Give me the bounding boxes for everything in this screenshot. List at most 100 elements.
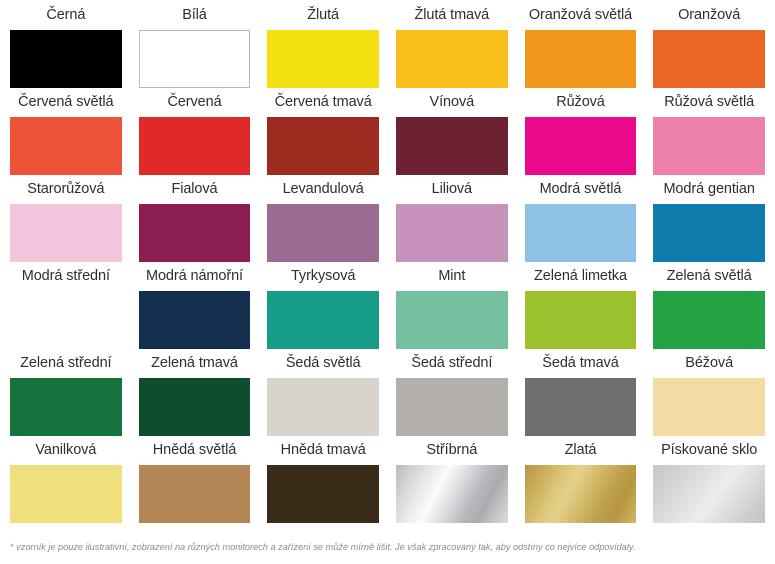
swatch-color-chip[interactable]	[267, 291, 379, 349]
swatch-cell[interactable]: Stříbrná	[395, 441, 508, 528]
swatch-label: Starorůžová	[27, 181, 105, 197]
swatch-cell[interactable]: Tyrkysová	[267, 267, 379, 354]
swatch-label: Šedá střední	[411, 355, 493, 371]
swatch-color-chip[interactable]	[10, 117, 122, 175]
swatch-color-chip[interactable]	[138, 30, 251, 88]
swatch-label: Zlatá	[564, 442, 597, 458]
swatch-cell[interactable]: Vínová	[395, 93, 508, 180]
swatch-color-chip[interactable]	[524, 378, 637, 436]
swatch-label: Červená světlá	[18, 94, 114, 110]
swatch-label: Zelená tmavá	[151, 355, 238, 371]
swatch-color-chip[interactable]	[267, 204, 379, 262]
swatch-cell[interactable]: Mint	[395, 267, 508, 354]
swatch-cell[interactable]: Růžová	[524, 93, 637, 180]
swatch-cell[interactable]: Červená tmavá	[267, 93, 379, 180]
swatch-color-chip[interactable]	[524, 117, 637, 175]
swatch-label: Zelená světlá	[666, 268, 752, 284]
swatch-cell[interactable]: Oranžová	[653, 6, 765, 93]
swatch-cell[interactable]: Červená	[138, 93, 251, 180]
swatch-label: Šedá světlá	[285, 355, 361, 371]
swatch-color-chip[interactable]	[10, 204, 122, 262]
swatch-label: Růžová světlá	[664, 94, 755, 110]
swatch-color-chip[interactable]	[524, 291, 637, 349]
swatch-label: Modrá námořní	[145, 268, 243, 284]
swatch-color-chip[interactable]	[395, 378, 508, 436]
swatch-color-chip[interactable]	[653, 291, 765, 349]
swatch-label: Tyrkysová	[290, 268, 356, 284]
swatch-color-chip[interactable]	[138, 204, 251, 262]
swatch-cell[interactable]: Oranžová světlá	[524, 6, 637, 93]
swatch-color-chip[interactable]	[524, 30, 637, 88]
swatch-label: Vanilková	[35, 442, 97, 458]
swatch-color-chip[interactable]	[267, 117, 379, 175]
swatch-cell[interactable]: Modrá střední	[10, 267, 122, 354]
swatch-cell[interactable]: Zelená střední	[10, 354, 122, 441]
swatch-color-chip[interactable]	[138, 291, 251, 349]
swatch-color-chip[interactable]	[395, 204, 508, 262]
swatch-cell[interactable]: Černá	[10, 6, 122, 93]
swatch-color-chip[interactable]	[653, 30, 765, 88]
swatch-label: Pískované sklo	[661, 442, 758, 458]
swatch-cell[interactable]: Zelená limetka	[524, 267, 637, 354]
swatch-cell[interactable]: Šedá tmavá	[524, 354, 637, 441]
swatch-color-chip[interactable]	[138, 465, 251, 523]
swatch-cell[interactable]: Šedá střední	[395, 354, 508, 441]
swatch-cell[interactable]: Zelená světlá	[653, 267, 765, 354]
swatch-label: Černá	[46, 7, 86, 23]
swatch-color-chip[interactable]	[138, 378, 251, 436]
swatch-cell[interactable]: Hnědá tmavá	[267, 441, 379, 528]
swatch-color-chip[interactable]	[395, 117, 508, 175]
swatch-label: Zelená limetka	[534, 268, 627, 284]
swatch-label: Levandulová	[282, 181, 364, 197]
swatch-cell[interactable]: Béžová	[653, 354, 765, 441]
swatch-label: Stříbrná	[426, 442, 478, 458]
swatch-cell[interactable]: Bílá	[138, 6, 251, 93]
swatch-cell[interactable]: Vanilková	[10, 441, 122, 528]
swatch-color-chip[interactable]	[524, 465, 637, 523]
swatch-color-chip[interactable]	[10, 30, 122, 88]
swatch-cell[interactable]: Žlutá	[267, 6, 379, 93]
swatch-cell[interactable]: Liliová	[395, 180, 508, 267]
swatch-cell[interactable]: Šedá světlá	[267, 354, 379, 441]
swatch-label: Hnědá světlá	[152, 442, 237, 458]
swatch-cell[interactable]: Žlutá tmavá	[395, 6, 508, 93]
swatch-label: Bílá	[182, 7, 207, 23]
swatch-cell[interactable]: Růžová světlá	[653, 93, 765, 180]
swatch-color-chip[interactable]	[653, 204, 765, 262]
swatch-label: Oranžová světlá	[528, 7, 633, 23]
swatch-label: Zelená střední	[20, 355, 112, 371]
swatch-color-chip[interactable]	[653, 117, 765, 175]
swatch-color-chip[interactable]	[395, 465, 508, 523]
swatch-color-chip[interactable]	[267, 30, 379, 88]
swatch-cell[interactable]: Červená světlá	[10, 93, 122, 180]
swatch-color-chip[interactable]	[10, 291, 122, 349]
swatch-cell[interactable]: Fialová	[138, 180, 251, 267]
swatch-color-chip[interactable]	[653, 378, 765, 436]
swatch-cell[interactable]: Modrá gentian	[653, 180, 765, 267]
swatch-label: Béžová	[685, 355, 734, 371]
swatch-cell[interactable]: Modrá námořní	[138, 267, 251, 354]
swatch-cell[interactable]: Modrá světlá	[524, 180, 637, 267]
swatch-cell[interactable]: Pískované sklo	[653, 441, 765, 528]
swatch-cell[interactable]: Zlatá	[524, 441, 637, 528]
swatch-label: Modrá střední	[21, 268, 110, 284]
swatch-color-chip[interactable]	[10, 465, 122, 523]
swatch-cell[interactable]: Zelená tmavá	[138, 354, 251, 441]
swatch-color-chip[interactable]	[138, 117, 251, 175]
swatch-label: Žlutá tmavá	[414, 7, 490, 23]
swatch-label: Hnědá tmavá	[280, 442, 366, 458]
swatch-cell[interactable]: Hnědá světlá	[138, 441, 251, 528]
swatch-color-chip[interactable]	[395, 291, 508, 349]
swatch-cell[interactable]: Levandulová	[267, 180, 379, 267]
swatch-label: Vínová	[429, 94, 475, 110]
swatch-color-chip[interactable]	[10, 378, 122, 436]
swatch-cell[interactable]: Starorůžová	[10, 180, 122, 267]
swatch-label: Mint	[438, 268, 466, 284]
swatch-label: Modrá gentian	[663, 181, 755, 197]
swatch-color-chip[interactable]	[524, 204, 637, 262]
swatch-color-chip[interactable]	[395, 30, 508, 88]
swatch-color-chip[interactable]	[267, 378, 379, 436]
swatch-color-chip[interactable]	[267, 465, 379, 523]
swatch-color-chip[interactable]	[653, 465, 765, 523]
